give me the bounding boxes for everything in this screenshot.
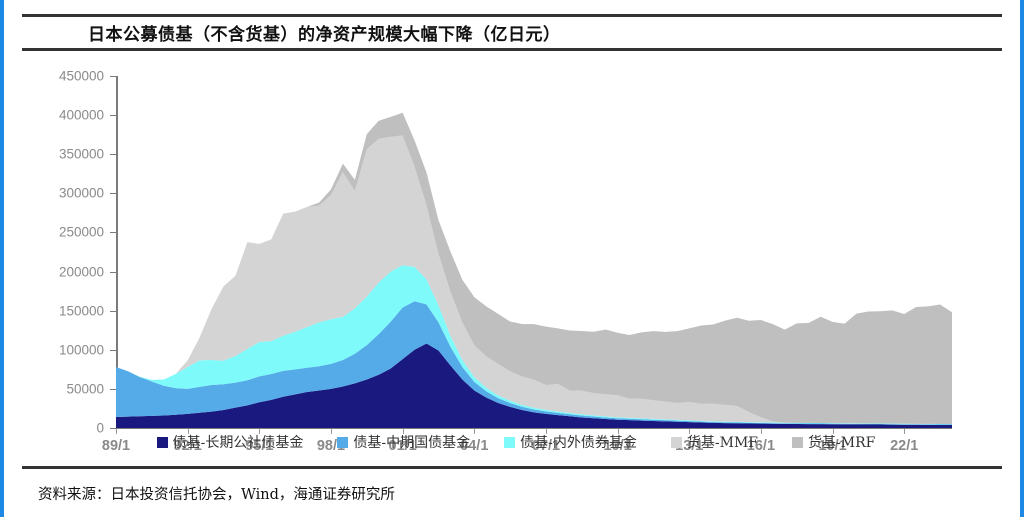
x-tick-label: 16/1 [746, 438, 776, 454]
y-tick-label: 0 [96, 420, 104, 436]
area-series [116, 265, 952, 425]
legend-item[interactable]: 货基-MRF [792, 432, 875, 452]
y-tick [110, 271, 116, 273]
x-tick [474, 429, 476, 434]
x-tick-label: 07/1 [531, 438, 561, 454]
y-tick-label: 200000 [58, 264, 104, 280]
y-axis-line [116, 76, 118, 428]
x-tick [187, 429, 189, 434]
stacked-area-svg [116, 112, 952, 428]
x-axis-line [116, 427, 952, 429]
legend-label: 债基-中期国债基金 [353, 435, 471, 451]
x-tick [904, 429, 906, 434]
x-tick-label: 04/1 [460, 438, 489, 454]
x-tick-label: 95/1 [245, 438, 274, 454]
x-tick-label: 89/1 [101, 438, 131, 454]
x-tick [545, 429, 547, 434]
legend-label: 货基-MMF [686, 435, 758, 451]
y-tick [110, 232, 116, 234]
area-series [116, 301, 952, 426]
y-tick-label: 400000 [58, 107, 104, 123]
x-tick-label: 19/1 [818, 438, 847, 454]
y-tick-label: 100000 [58, 342, 104, 358]
legend-label: 债基-长期公社债基金 [172, 435, 304, 451]
y-tick [110, 115, 116, 117]
rule-bottom [22, 466, 1002, 469]
y-tick [110, 76, 116, 77]
legend-item[interactable]: 债基-长期公社债基金 [156, 432, 304, 452]
y-tick-label: 250000 [58, 224, 104, 240]
x-tick-label: 01/1 [388, 438, 417, 454]
rule-top [22, 14, 1002, 17]
legend-label: 债基-内外债券基金 [520, 435, 637, 451]
y-tick-label: 450000 [58, 68, 104, 84]
legend-swatch-icon [504, 436, 516, 448]
y-tick-label: 300000 [58, 185, 104, 201]
rule-middle [22, 48, 1002, 51]
legend-item[interactable]: 债基-内外债券基金 [504, 432, 637, 452]
y-tick [110, 388, 116, 390]
chart-area: 0 50000 100000 150000 200000 250000 300000 3500… [4, 52, 1024, 454]
legend-item[interactable]: 货基-MMF [670, 432, 758, 452]
x-tick-label: 22/1 [890, 438, 919, 454]
y-tick [110, 310, 116, 312]
x-tick-label: 92/1 [173, 438, 202, 454]
x-tick-label: 13/1 [675, 438, 704, 454]
x-tick [760, 429, 762, 434]
x-tick [689, 429, 691, 434]
area-series [116, 343, 952, 428]
legend-label: 货基-MRF [808, 435, 876, 451]
legend-item[interactable]: 债基-中期国债基金 [337, 432, 470, 452]
x-tick [617, 429, 619, 434]
x-tick [402, 429, 404, 434]
y-tick-label: 50000 [66, 381, 104, 397]
legend-swatch-icon [792, 436, 803, 448]
legend-swatch-icon [337, 436, 349, 448]
y-tick [110, 154, 116, 156]
x-tick [116, 429, 117, 434]
y-tick [110, 428, 116, 429]
area-series [116, 112, 952, 425]
y-tick [110, 349, 116, 351]
legend-swatch-icon [156, 436, 168, 448]
y-tick [110, 193, 116, 195]
plot-region [116, 76, 952, 428]
chart-title: 日本公募债基（不含货基）的净资产规模大幅下降（亿日元） [88, 24, 561, 45]
y-tick-label: 150000 [58, 303, 104, 319]
x-tick [832, 429, 834, 434]
x-tick-label: 10/1 [603, 438, 632, 454]
source-note: 资料来源：日本投资信托协会，Wind，海通证券研究所 [38, 486, 395, 503]
x-tick [330, 429, 332, 434]
area-series [116, 135, 952, 425]
chart-legend: 债基-长期公社债基金 债基-中期国债基金 债基-内外债券基金 货基-MMF 货基-MRF [4, 428, 1024, 456]
y-tick-label: 350000 [58, 146, 104, 162]
x-tick [259, 429, 261, 434]
legend-swatch-icon [670, 436, 682, 448]
